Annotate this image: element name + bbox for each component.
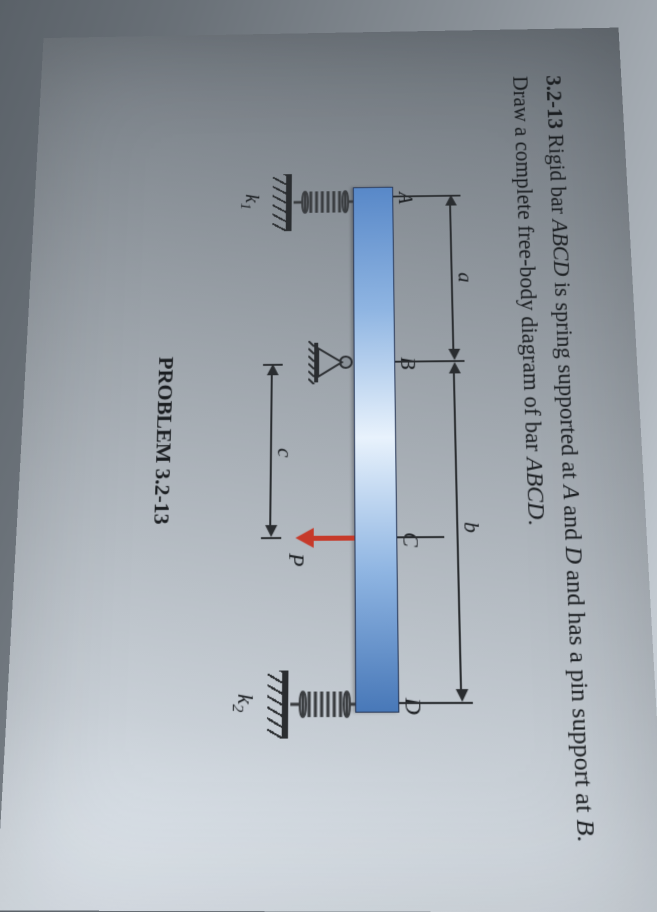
dim-label-b: b [458,515,485,538]
text-seg: Rigid bar [542,133,571,219]
point-label-C: C [397,532,424,547]
dim-arrow [449,361,461,373]
dim-label-a: a [452,266,478,287]
spring-icon [284,687,355,721]
problem-number: 3.2-13 [540,75,567,129]
load-head [295,527,313,547]
figure: a b A B C D k1 [199,141,485,766]
dim-arrow [267,363,279,374]
point-label-A: A [393,191,418,203]
figure-caption: PROBLEM 3.2-13 [138,81,186,848]
point-label-B: B [395,356,421,369]
k1-label: k1 [236,193,265,209]
textbook-page: 3.2-13 Rigid bar ABCD is spring supporte… [0,27,657,912]
k1-sym: k [241,193,265,202]
text-seg: is spring supported at [548,276,583,485]
dim-drop [393,195,437,197]
dim-drop [397,536,444,538]
text-seg: and has a pin support at [560,563,598,818]
bar-name-2: ABCD [520,457,549,519]
point-B-ref: B [570,819,599,835]
bar-name: ABCD [546,219,574,276]
pin-support [308,340,354,384]
dimension-row-bottom: c [247,363,279,538]
k2-sub: 2 [228,704,246,712]
problem-statement: 3.2-13 Rigid bar ABCD is spring supporte… [503,75,604,850]
dim-arrow [265,525,277,537]
k2-label: k2 [227,693,259,712]
text-seg: and [557,499,586,546]
spring-icon [288,187,353,216]
spring-k2 [284,687,355,721]
dim-arrow [448,348,460,359]
dim-label-c: c [272,442,298,463]
text-seg: . [522,519,549,525]
dim-arrow [445,194,457,205]
point-label-D: D [399,697,427,714]
ground-hatch [267,670,282,738]
k2-sym: k [233,693,259,703]
pin-icon [308,340,354,384]
load-shaft [310,535,355,540]
dim-drop [399,701,447,703]
spring-k1 [288,187,353,216]
k1-sub: 1 [237,202,253,209]
load-label: P [283,552,310,566]
ground-line [286,174,292,231]
point-A-ref: A [557,484,584,499]
dimension-row-top: a b [422,194,483,701]
caption-text: PROBLEM 3.2-13 [149,356,179,524]
rigid-bar [353,186,400,712]
ground-hatch [272,174,286,231]
dim-drop [395,360,441,362]
ground-line [282,670,289,738]
point-D-ref: D [559,546,587,564]
dim-arrow [456,689,469,702]
load-arrow [295,528,354,546]
